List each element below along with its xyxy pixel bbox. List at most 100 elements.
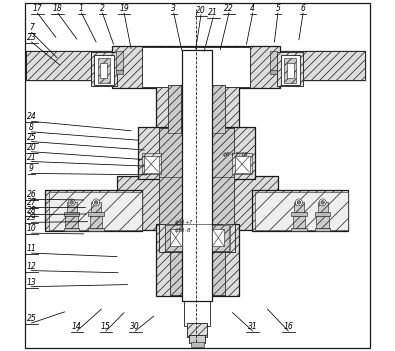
Bar bbox=[187, 323, 207, 337]
Text: 5: 5 bbox=[275, 4, 280, 13]
Bar bbox=[318, 202, 327, 212]
Bar bbox=[100, 62, 107, 78]
Bar bbox=[281, 55, 300, 85]
Bar bbox=[65, 216, 78, 228]
Polygon shape bbox=[212, 225, 225, 295]
Bar bbox=[156, 224, 239, 296]
Polygon shape bbox=[159, 177, 182, 229]
Text: 23: 23 bbox=[26, 33, 36, 42]
Text: 25: 25 bbox=[26, 133, 36, 141]
Circle shape bbox=[295, 199, 303, 206]
Text: 4: 4 bbox=[250, 4, 255, 13]
Bar bbox=[315, 228, 330, 231]
Polygon shape bbox=[303, 51, 365, 80]
Bar bbox=[169, 225, 225, 295]
Circle shape bbox=[319, 199, 326, 206]
Bar bbox=[156, 84, 239, 133]
Text: 29: 29 bbox=[26, 213, 36, 222]
Text: 26: 26 bbox=[26, 190, 36, 199]
Text: 1: 1 bbox=[79, 4, 84, 13]
Polygon shape bbox=[212, 177, 234, 229]
Circle shape bbox=[321, 201, 324, 204]
Bar bbox=[64, 212, 79, 216]
Bar bbox=[184, 293, 210, 326]
Bar bbox=[45, 190, 141, 231]
Bar bbox=[168, 85, 226, 133]
Bar bbox=[293, 216, 305, 228]
Bar bbox=[315, 212, 330, 216]
Text: 17: 17 bbox=[32, 4, 42, 13]
Bar bbox=[112, 46, 280, 88]
Bar bbox=[141, 47, 250, 87]
Text: 18: 18 bbox=[53, 4, 62, 13]
Text: 21: 21 bbox=[26, 153, 36, 161]
Bar bbox=[94, 55, 114, 85]
Text: $\phi$40+7: $\phi$40+7 bbox=[174, 218, 194, 227]
Bar bbox=[294, 202, 304, 212]
Text: 14: 14 bbox=[72, 322, 82, 331]
Bar bbox=[277, 52, 303, 86]
Bar bbox=[159, 176, 234, 229]
Text: 9: 9 bbox=[29, 164, 34, 173]
Bar bbox=[182, 49, 212, 302]
Bar bbox=[165, 224, 229, 251]
Bar bbox=[98, 58, 110, 83]
Polygon shape bbox=[165, 225, 182, 251]
Bar bbox=[49, 192, 141, 230]
Text: 8: 8 bbox=[29, 123, 34, 132]
Text: 12: 12 bbox=[26, 261, 36, 271]
Polygon shape bbox=[212, 85, 226, 133]
Bar bbox=[316, 216, 329, 228]
Bar bbox=[88, 228, 104, 231]
Text: 31: 31 bbox=[248, 322, 258, 331]
Circle shape bbox=[297, 201, 301, 204]
Bar bbox=[212, 229, 224, 246]
Bar bbox=[67, 202, 77, 212]
Circle shape bbox=[92, 199, 100, 206]
Bar bbox=[91, 51, 303, 80]
Text: 6: 6 bbox=[301, 4, 305, 13]
Bar bbox=[255, 192, 348, 230]
Polygon shape bbox=[159, 128, 182, 178]
Circle shape bbox=[94, 201, 98, 204]
Polygon shape bbox=[169, 225, 182, 295]
Text: 3: 3 bbox=[171, 4, 176, 13]
Bar bbox=[270, 51, 277, 71]
Text: 2: 2 bbox=[100, 4, 105, 13]
Bar bbox=[90, 216, 102, 228]
Bar bbox=[88, 212, 104, 216]
Text: $\phi$10-8: $\phi$10-8 bbox=[174, 226, 191, 235]
Text: 24: 24 bbox=[26, 112, 36, 121]
Text: 10: 10 bbox=[26, 224, 36, 233]
Bar bbox=[190, 335, 205, 343]
Bar bbox=[235, 156, 250, 173]
Bar bbox=[252, 190, 348, 231]
Bar bbox=[159, 128, 234, 178]
Bar bbox=[91, 52, 117, 86]
Text: 19: 19 bbox=[119, 4, 129, 13]
Text: 13: 13 bbox=[26, 278, 36, 287]
Text: 21: 21 bbox=[208, 8, 218, 17]
Circle shape bbox=[70, 201, 73, 204]
Bar bbox=[190, 342, 204, 347]
Bar bbox=[284, 58, 296, 83]
Bar bbox=[117, 70, 123, 74]
Bar bbox=[141, 153, 161, 174]
Text: 30: 30 bbox=[130, 322, 140, 331]
Bar bbox=[117, 176, 278, 230]
Text: 7: 7 bbox=[29, 23, 34, 32]
Bar bbox=[287, 62, 293, 78]
Text: 27: 27 bbox=[26, 198, 36, 207]
Text: 20: 20 bbox=[196, 6, 206, 15]
Text: 28: 28 bbox=[26, 206, 36, 215]
Bar bbox=[181, 85, 212, 133]
Text: $\phi$8+7/18: $\phi$8+7/18 bbox=[222, 150, 250, 159]
Bar bbox=[233, 153, 252, 174]
Text: 22: 22 bbox=[224, 4, 234, 13]
Text: 20: 20 bbox=[26, 143, 36, 152]
Bar bbox=[291, 212, 307, 216]
Text: 16: 16 bbox=[284, 322, 293, 331]
Polygon shape bbox=[212, 225, 229, 251]
Polygon shape bbox=[168, 85, 181, 133]
Bar bbox=[117, 51, 123, 71]
